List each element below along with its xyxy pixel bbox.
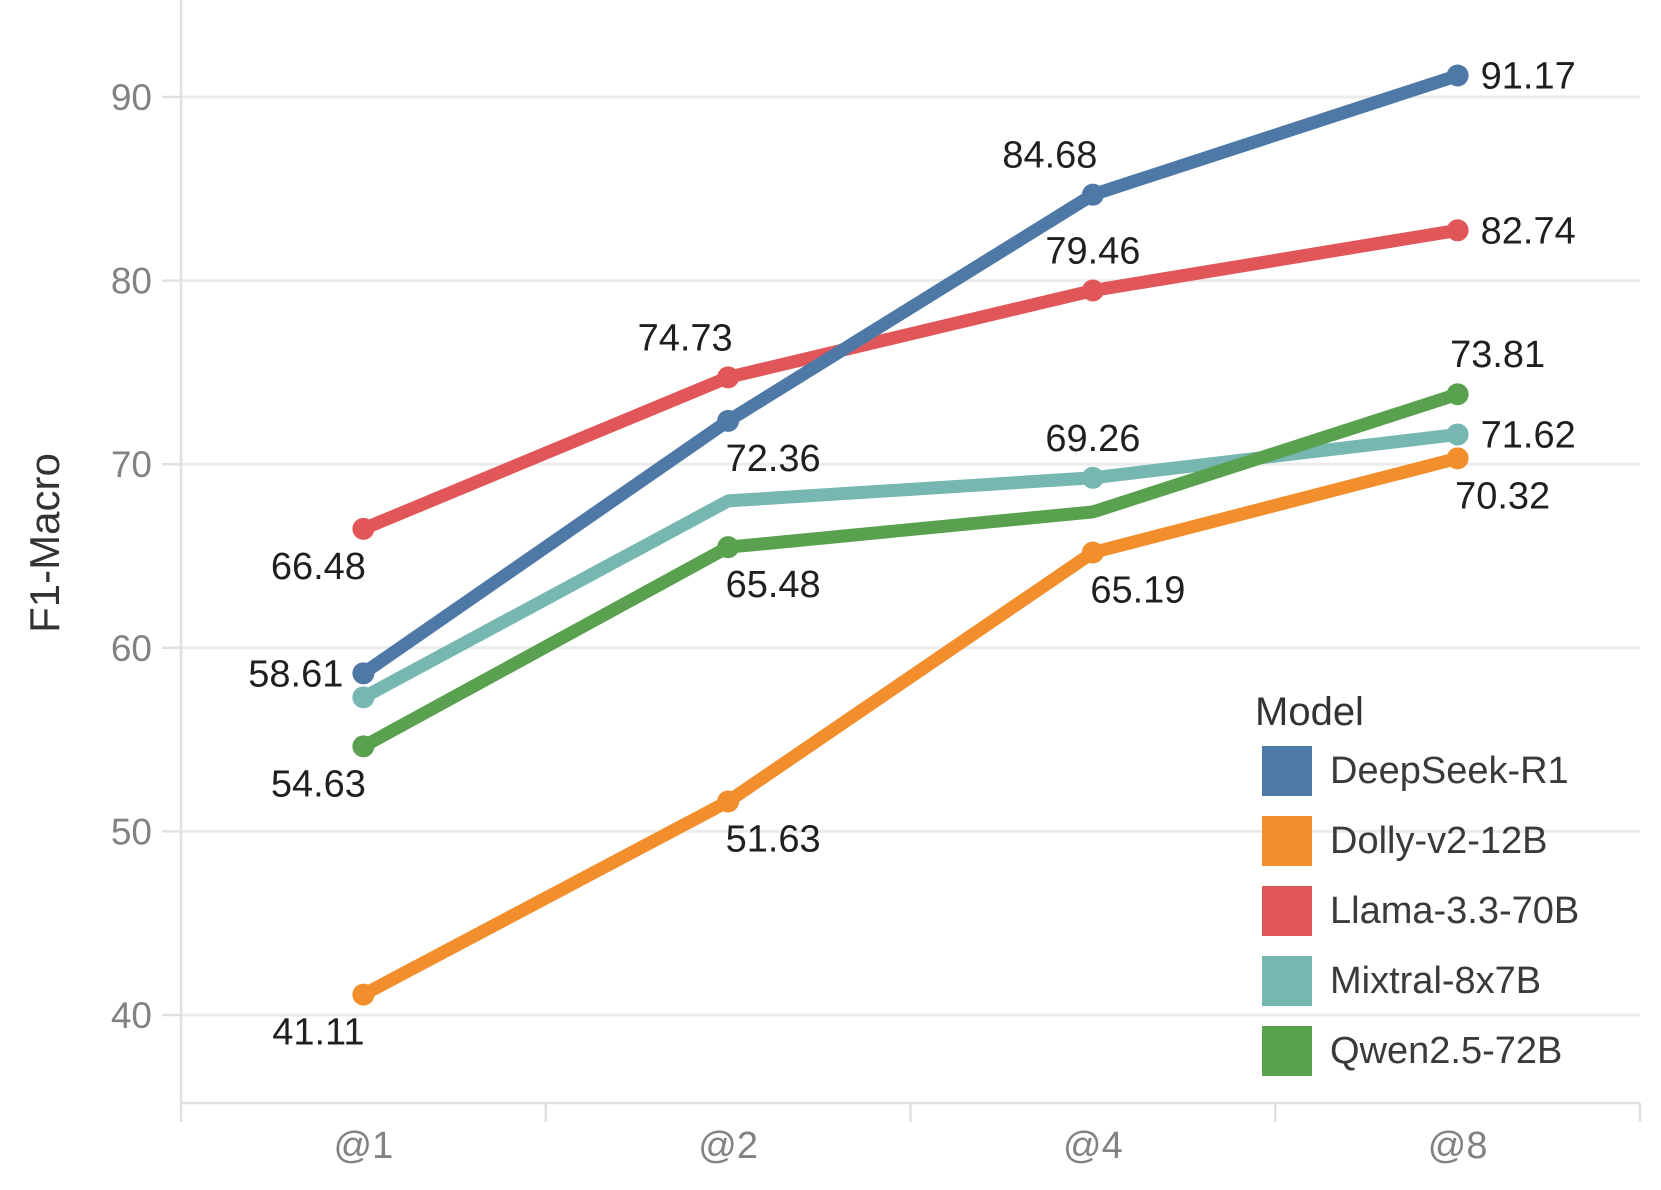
data-label-Qwen2.5-72B-@8: 73.81: [1450, 334, 1545, 376]
data-point-Qwen2.5-72B-@8[interactable]: [1446, 383, 1469, 406]
data-label-Llama-3.3-70B-@2: 74.73: [638, 317, 733, 359]
series-line-Dolly-v2-12B[interactable]: [360, 452, 1460, 1001]
data-point-DeepSeek-R1-@4[interactable]: [1081, 183, 1104, 206]
legend-swatch-Dolly-v2-12B: [1262, 816, 1312, 866]
data-label-Llama-3.3-70B-@4: 79.46: [1045, 231, 1140, 273]
data-label-DeepSeek-R1-@4: 84.68: [1002, 135, 1097, 177]
data-point-Dolly-v2-12B-@2[interactable]: [717, 790, 740, 813]
legend-swatch-Mixtral-8x7B: [1262, 956, 1312, 1006]
legend-swatch-Llama-3.3-70B: [1262, 886, 1312, 936]
legend-label-Qwen2.5-72B: Qwen2.5-72B: [1330, 1029, 1563, 1072]
legend-item-Mixtral-8x7B[interactable]: Mixtral-8x7B: [1262, 956, 1579, 1006]
x-tick-label-0: @1: [334, 1125, 394, 1167]
y-tick-label-40: 40: [111, 995, 152, 1036]
data-point-Mixtral-8x7B-@4[interactable]: [1081, 466, 1104, 489]
legend-item-Dolly-v2-12B[interactable]: Dolly-v2-12B: [1262, 816, 1579, 866]
series-line-Qwen2.5-72B[interactable]: [360, 388, 1460, 753]
data-label-DeepSeek-R1-@2: 72.36: [726, 438, 821, 480]
y-tick-label-80: 80: [111, 261, 152, 302]
series-line-DeepSeek-R1[interactable]: [359, 69, 1460, 679]
data-label-Mixtral-8x7B-@4: 69.26: [1045, 418, 1140, 460]
legend-swatch-Qwen2.5-72B: [1262, 1026, 1312, 1076]
data-point-Llama-3.3-70B-@4[interactable]: [1081, 279, 1104, 302]
y-tick-label-60: 60: [111, 628, 152, 669]
legend-item-DeepSeek-R1[interactable]: DeepSeek-R1: [1262, 746, 1579, 796]
data-label-Dolly-v2-12B-@1: 41.11: [272, 1012, 364, 1054]
legend-label-Llama-3.3-70B: Llama-3.3-70B: [1330, 889, 1580, 932]
legend-swatch-DeepSeek-R1: [1262, 746, 1312, 796]
data-point-Dolly-v2-12B-@1[interactable]: [352, 983, 375, 1006]
legend-label-DeepSeek-R1: DeepSeek-R1: [1330, 749, 1569, 792]
data-point-Qwen2.5-72B-@1[interactable]: [352, 735, 375, 758]
data-point-Dolly-v2-12B-@4[interactable]: [1081, 541, 1104, 564]
data-point-DeepSeek-R1-@2[interactable]: [717, 409, 740, 432]
y-tick-label-50: 50: [111, 811, 152, 852]
data-point-Llama-3.3-70B-@1[interactable]: [352, 517, 375, 540]
legend-title: Model: [1255, 690, 1364, 734]
legend-item-Qwen2.5-72B[interactable]: Qwen2.5-72B: [1262, 1026, 1579, 1076]
data-point-Mixtral-8x7B-@8[interactable]: [1446, 423, 1469, 446]
data-label-Qwen2.5-72B-@1: 54.63: [271, 763, 366, 805]
legend-item-Llama-3.3-70B[interactable]: Llama-3.3-70B: [1262, 886, 1579, 936]
data-point-Dolly-v2-12B-@8[interactable]: [1446, 447, 1469, 470]
data-label-DeepSeek-R1-@8: 91.17: [1481, 56, 1576, 98]
data-point-DeepSeek-R1-@1[interactable]: [352, 662, 375, 685]
data-point-Llama-3.3-70B-@8[interactable]: [1446, 219, 1469, 242]
data-label-Mixtral-8x7B-@8: 71.62: [1481, 414, 1576, 456]
data-label-Dolly-v2-12B-@2: 51.63: [726, 818, 821, 860]
x-tick-label-1: @2: [698, 1125, 758, 1167]
series-line-Llama-3.3-70B[interactable]: [360, 223, 1459, 535]
y-tick-label-70: 70: [111, 444, 152, 485]
legend: Model DeepSeek-R1 Dolly-v2-12B Llama-3.3-7…: [1253, 688, 1579, 1096]
data-point-DeepSeek-R1-@8[interactable]: [1446, 64, 1469, 87]
data-point-Mixtral-8x7B-@1[interactable]: [352, 686, 375, 709]
data-label-Llama-3.3-70B-@8: 82.74: [1481, 210, 1576, 252]
data-label-Qwen2.5-72B-@2: 65.48: [726, 564, 821, 606]
data-label-Dolly-v2-12B-@8: 70.32: [1455, 475, 1550, 517]
data-label-Dolly-v2-12B-@4: 65.19: [1090, 570, 1185, 612]
y-axis-title: F1-Macro: [21, 453, 68, 633]
legend-label-Mixtral-8x7B: Mixtral-8x7B: [1330, 959, 1542, 1002]
data-point-Llama-3.3-70B-@2[interactable]: [717, 366, 740, 389]
x-tick-label-3: @8: [1428, 1125, 1488, 1167]
legend-label-Dolly-v2-12B: Dolly-v2-12B: [1330, 819, 1548, 862]
data-label-DeepSeek-R1-@1: 58.61: [248, 653, 343, 695]
y-tick-label-90: 90: [111, 77, 152, 118]
data-label-Llama-3.3-70B-@1: 66.48: [271, 546, 366, 588]
x-tick-label-2: @4: [1063, 1125, 1123, 1167]
data-point-Qwen2.5-72B-@2[interactable]: [717, 536, 740, 559]
